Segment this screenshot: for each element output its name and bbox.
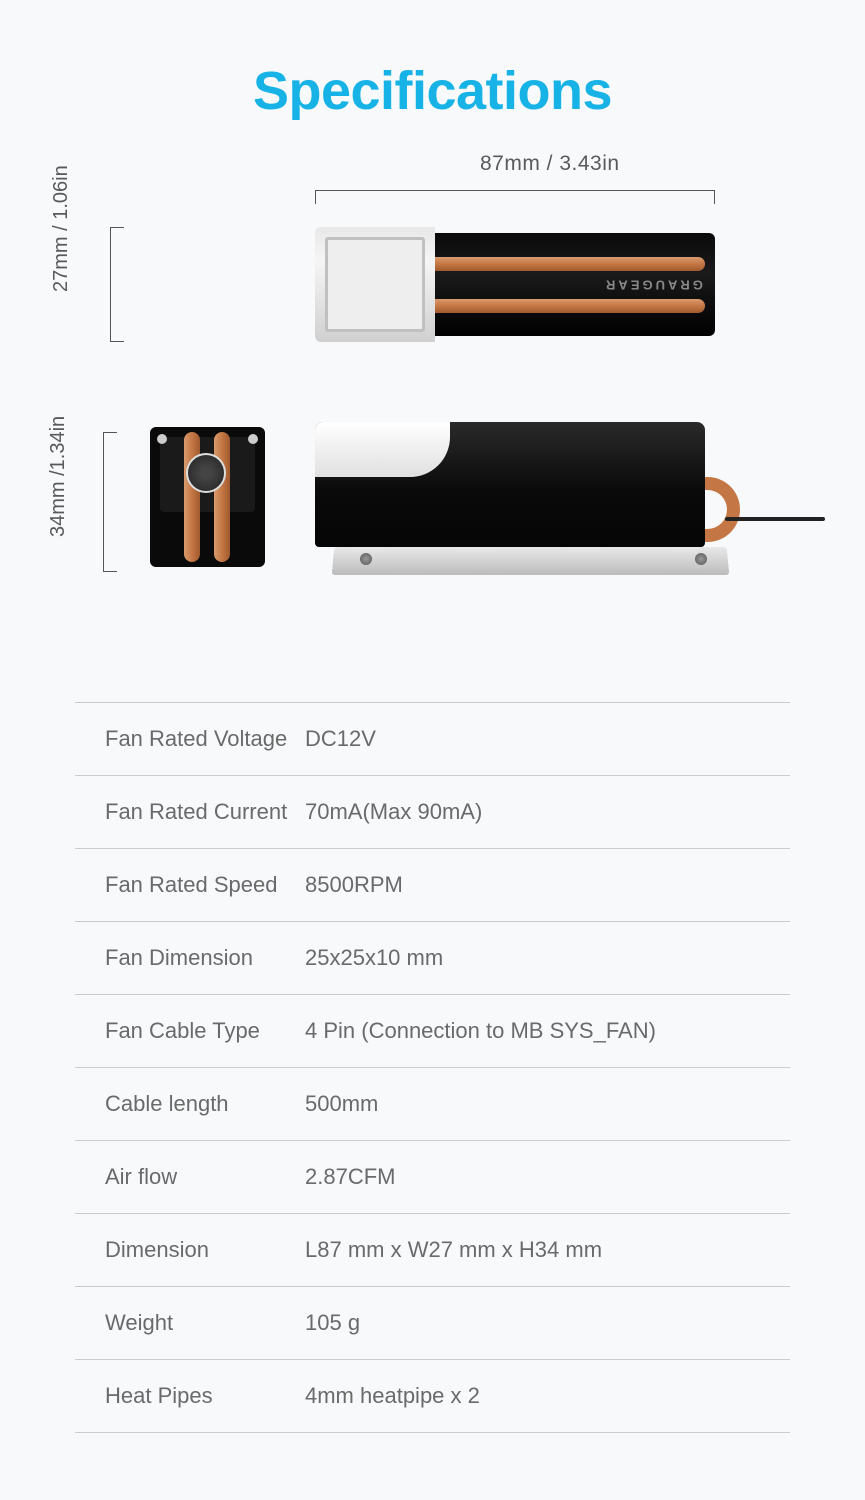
fan-cable	[725, 517, 825, 521]
width-dimension-bracket	[315, 190, 715, 204]
spec-label: Dimension	[75, 1237, 305, 1263]
spec-value: 25x25x10 mm	[305, 945, 790, 971]
mounting-screw	[360, 553, 372, 565]
height2-dimension-bracket	[103, 432, 117, 572]
specifications-table: Fan Rated Voltage DC12V Fan Rated Curren…	[75, 702, 790, 1433]
spec-value: 500mm	[305, 1091, 790, 1117]
screw-hole	[157, 434, 167, 444]
heatpipe-vertical	[184, 432, 200, 562]
spec-value: 4 Pin (Connection to MB SYS_FAN)	[305, 1018, 790, 1044]
spec-value: 8500RPM	[305, 872, 790, 898]
spec-value: L87 mm x W27 mm x H34 mm	[305, 1237, 790, 1263]
heatsink-body: GRAUGEAR	[433, 233, 715, 336]
table-row: Heat Pipes 4mm heatpipe x 2	[75, 1360, 790, 1433]
dimension-diagram: 87mm / 3.43in 27mm / 1.06in 34mm /1.34in…	[0, 152, 865, 702]
product-front-view	[150, 427, 265, 567]
spec-value: 105 g	[305, 1310, 790, 1336]
spec-label: Fan Cable Type	[75, 1018, 305, 1044]
fan-frame	[325, 237, 425, 332]
screw-hole	[248, 434, 258, 444]
table-row: Fan Rated Current 70mA(Max 90mA)	[75, 776, 790, 849]
table-row: Weight 105 g	[75, 1287, 790, 1360]
spec-label: Fan Rated Voltage	[75, 726, 305, 752]
spec-value: DC12V	[305, 726, 790, 752]
table-row: Fan Rated Speed 8500RPM	[75, 849, 790, 922]
brand-text: GRAUGEAR	[603, 277, 703, 292]
fan-housing-side	[315, 422, 450, 477]
table-row: Fan Cable Type 4 Pin (Connection to MB S…	[75, 995, 790, 1068]
product-side-view	[315, 422, 775, 587]
table-row: Fan Dimension 25x25x10 mm	[75, 922, 790, 995]
height1-dimension-label: 27mm / 1.06in	[50, 165, 73, 292]
product-top-view: GRAUGEAR	[315, 227, 715, 342]
spec-label: Cable length	[75, 1091, 305, 1117]
spec-value: 4mm heatpipe x 2	[305, 1383, 790, 1409]
table-row: Fan Rated Voltage DC12V	[75, 703, 790, 776]
mounting-screw	[695, 553, 707, 565]
spec-label: Fan Dimension	[75, 945, 305, 971]
spec-label: Fan Rated Current	[75, 799, 305, 825]
spec-label: Heat Pipes	[75, 1383, 305, 1409]
table-row: Dimension L87 mm x W27 mm x H34 mm	[75, 1214, 790, 1287]
spec-value: 70mA(Max 90mA)	[305, 799, 790, 825]
mounting-plate	[332, 547, 730, 575]
spec-value: 2.87CFM	[305, 1164, 790, 1190]
spec-label: Air flow	[75, 1164, 305, 1190]
table-row: Air flow 2.87CFM	[75, 1141, 790, 1214]
page-title: Specifications	[0, 0, 865, 122]
heatpipe-vertical	[214, 432, 230, 562]
width-dimension-label: 87mm / 3.43in	[480, 152, 620, 176]
spec-label: Weight	[75, 1310, 305, 1336]
table-row: Cable length 500mm	[75, 1068, 790, 1141]
spec-label: Fan Rated Speed	[75, 872, 305, 898]
fan-blade	[186, 453, 226, 493]
height2-dimension-label: 34mm /1.34in	[47, 416, 70, 537]
height1-dimension-bracket	[110, 227, 124, 342]
